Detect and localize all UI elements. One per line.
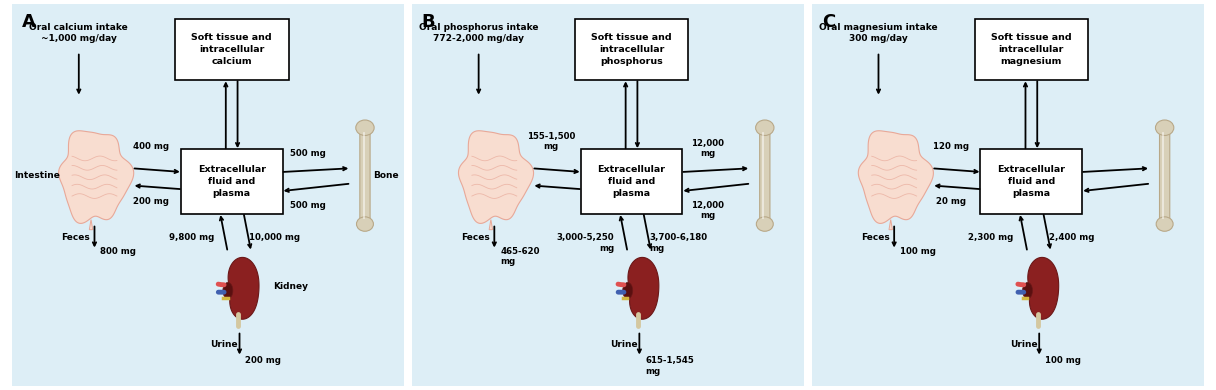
Polygon shape [627, 257, 659, 319]
FancyBboxPatch shape [812, 4, 1204, 386]
Text: Intestine: Intestine [15, 171, 60, 181]
Ellipse shape [1156, 217, 1173, 231]
Text: 500 mg: 500 mg [291, 149, 326, 158]
Text: Oral magnesium intake
300 mg/day: Oral magnesium intake 300 mg/day [820, 23, 938, 43]
Text: 120 mg: 120 mg [933, 142, 969, 151]
Text: 20 mg: 20 mg [936, 197, 966, 206]
Text: 9,800 mg: 9,800 mg [169, 233, 214, 242]
Text: Soft tissue and
intracellular
phosphorus: Soft tissue and intracellular phosphorus [591, 34, 671, 66]
FancyBboxPatch shape [181, 149, 282, 214]
Polygon shape [58, 131, 134, 223]
FancyBboxPatch shape [760, 126, 770, 226]
FancyBboxPatch shape [980, 149, 1082, 214]
FancyBboxPatch shape [175, 19, 288, 80]
Text: Extracellular
fluid and
plasma: Extracellular fluid and plasma [597, 165, 665, 198]
Ellipse shape [755, 120, 773, 135]
Text: Bone: Bone [372, 171, 399, 181]
Ellipse shape [1155, 120, 1173, 135]
FancyBboxPatch shape [580, 149, 682, 214]
Text: Soft tissue and
intracellular
magnesium: Soft tissue and intracellular magnesium [991, 34, 1071, 66]
FancyBboxPatch shape [360, 126, 370, 226]
FancyBboxPatch shape [12, 4, 404, 386]
Text: 200 mg: 200 mg [134, 197, 169, 206]
Text: B: B [422, 13, 435, 32]
Text: Soft tissue and
intracellular
calcium: Soft tissue and intracellular calcium [191, 34, 272, 66]
Text: A: A [22, 13, 35, 32]
Text: 3,700-6,180
mg: 3,700-6,180 mg [649, 233, 708, 253]
Text: 200 mg: 200 mg [246, 356, 281, 365]
Polygon shape [229, 257, 259, 319]
Text: 2,400 mg: 2,400 mg [1049, 233, 1094, 242]
Polygon shape [489, 220, 492, 230]
Text: Feces: Feces [461, 232, 490, 241]
Text: Kidney: Kidney [272, 282, 308, 291]
Text: 500 mg: 500 mg [291, 201, 326, 210]
Text: Oral phosphorus intake
772-2,000 mg/day: Oral phosphorus intake 772-2,000 mg/day [418, 23, 539, 43]
Text: Urine: Urine [1009, 340, 1037, 349]
Text: 2,300 mg: 2,300 mg [968, 233, 1014, 242]
Text: 155-1,500
mg: 155-1,500 mg [527, 132, 575, 151]
Ellipse shape [756, 217, 773, 231]
Text: Extracellular
fluid and
plasma: Extracellular fluid and plasma [997, 165, 1065, 198]
Text: Urine: Urine [610, 340, 637, 349]
Text: Extracellular
fluid and
plasma: Extracellular fluid and plasma [198, 165, 265, 198]
Text: 400 mg: 400 mg [134, 142, 169, 151]
Text: 100 mg: 100 mg [1045, 356, 1081, 365]
FancyBboxPatch shape [575, 19, 688, 80]
FancyBboxPatch shape [974, 19, 1088, 80]
Text: Feces: Feces [61, 232, 90, 241]
Text: Urine: Urine [210, 340, 238, 349]
Text: 800 mg: 800 mg [101, 246, 136, 255]
Polygon shape [858, 131, 934, 223]
Ellipse shape [623, 282, 632, 299]
Text: 12,000
mg: 12,000 mg [692, 201, 725, 220]
Text: Feces: Feces [861, 232, 890, 241]
Text: C: C [822, 13, 835, 32]
Ellipse shape [1023, 282, 1032, 299]
FancyBboxPatch shape [412, 4, 804, 386]
Text: 100 mg: 100 mg [900, 246, 936, 255]
FancyBboxPatch shape [1160, 126, 1170, 226]
Text: 465-620
mg: 465-620 mg [500, 246, 540, 266]
Text: Oral calcium intake
~1,000 mg/day: Oral calcium intake ~1,000 mg/day [29, 23, 128, 43]
Polygon shape [458, 131, 534, 223]
Text: 12,000
mg: 12,000 mg [692, 138, 725, 158]
Polygon shape [1028, 257, 1059, 319]
Text: 10,000 mg: 10,000 mg [249, 233, 300, 242]
Polygon shape [889, 220, 893, 230]
Ellipse shape [223, 282, 232, 299]
Text: 3,000-5,250
mg: 3,000-5,250 mg [556, 233, 614, 253]
Text: 615-1,545
mg: 615-1,545 mg [646, 356, 694, 376]
Ellipse shape [356, 120, 375, 135]
Polygon shape [89, 220, 92, 230]
Ellipse shape [356, 217, 373, 231]
